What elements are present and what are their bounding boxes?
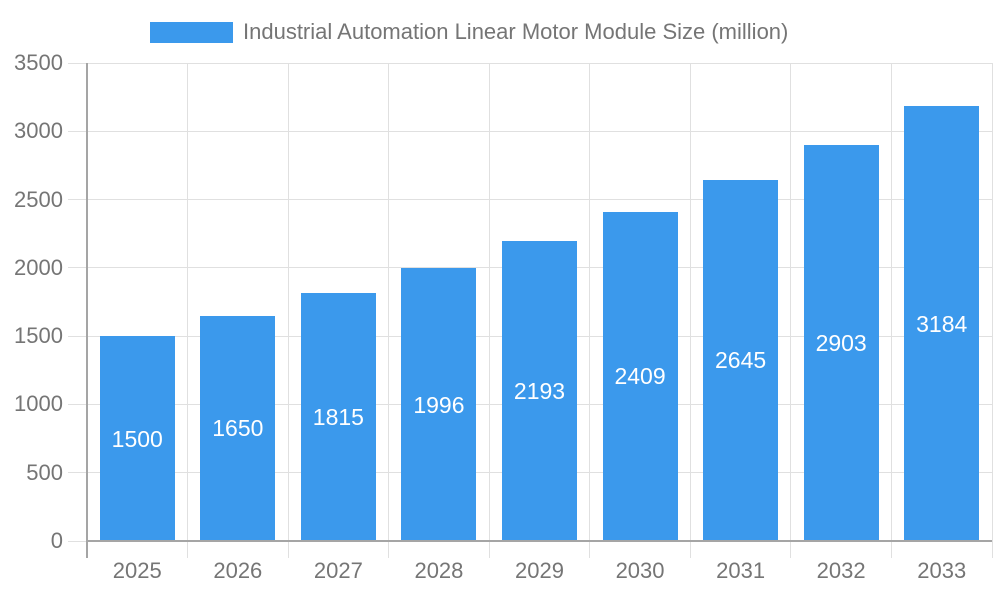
- gridline-horizontal: [68, 199, 992, 201]
- y-axis-tick-label: 0: [50, 528, 63, 553]
- y-axis-tick-label: 2000: [14, 254, 63, 280]
- y-axis-tick-label: 1000: [14, 391, 63, 417]
- gridline-vertical: [187, 63, 189, 558]
- x-axis-tick-label: 2027: [313, 558, 363, 583]
- gridline-vertical: [488, 63, 490, 558]
- bar: [99, 336, 175, 541]
- chart-title: Industrial Automation Linear Motor Modul…: [243, 19, 789, 44]
- bar-value-label: 3184: [916, 310, 968, 337]
- gridline-vertical: [790, 63, 792, 558]
- bar-value-label: 2903: [815, 329, 867, 356]
- x-axis-tick-label: 2029: [515, 558, 564, 583]
- bar: [200, 315, 276, 541]
- gridline-horizontal: [68, 130, 992, 132]
- bar: [502, 241, 577, 541]
- y-axis-line: [86, 63, 88, 558]
- bar: [703, 179, 779, 541]
- x-axis-tick-label: 2031: [716, 558, 766, 583]
- y-axis-tick-label: 3500: [14, 50, 63, 75]
- x-axis-tick-label: 2033: [917, 558, 967, 583]
- bar-value-label: 1996: [413, 391, 465, 418]
- legend-swatch: [150, 21, 233, 43]
- bar: [602, 211, 678, 541]
- gridline-vertical: [991, 63, 993, 558]
- bar: [401, 268, 477, 541]
- bar: [803, 144, 879, 541]
- x-axis-tick-label: 2030: [615, 558, 665, 583]
- bar-value-label: 2645: [715, 347, 767, 374]
- plot-area: 0 500 1000 1500 2000 2500 3000 3500 2025 1500 2026…: [14, 50, 993, 583]
- bar: [300, 293, 376, 541]
- x-axis-tick-label: 2025: [112, 558, 162, 583]
- gridline-horizontal: [68, 62, 992, 64]
- legend-item[interactable]: Industrial Automation Linear Motor Modul…: [150, 17, 788, 47]
- y-axis-tick-label: 2500: [14, 186, 63, 212]
- x-axis-tick-label: 2026: [213, 558, 263, 583]
- x-axis-tick-label: 2028: [414, 558, 464, 583]
- gridline-vertical: [589, 63, 591, 558]
- bar-value-label: 1500: [111, 425, 163, 452]
- gridline-vertical: [287, 63, 289, 558]
- bar-value-label: 2409: [614, 363, 666, 390]
- gridline-vertical: [388, 63, 390, 558]
- bar: [904, 106, 980, 541]
- y-axis-tick-label: 500: [26, 459, 63, 485]
- y-axis-tick-label: 1500: [14, 323, 63, 349]
- gridline-vertical: [890, 63, 892, 558]
- legend: Industrial Automation Linear Motor Modul…: [150, 17, 788, 47]
- bar-value-label: 1815: [312, 404, 364, 431]
- bar-value-label: 2193: [513, 378, 566, 405]
- x-axis-line: [87, 540, 992, 542]
- bar-value-label: 1650: [212, 415, 264, 442]
- y-axis-tick-label: 3000: [14, 118, 63, 144]
- gridline-vertical: [689, 63, 691, 558]
- x-axis-tick-label: 2032: [816, 558, 866, 583]
